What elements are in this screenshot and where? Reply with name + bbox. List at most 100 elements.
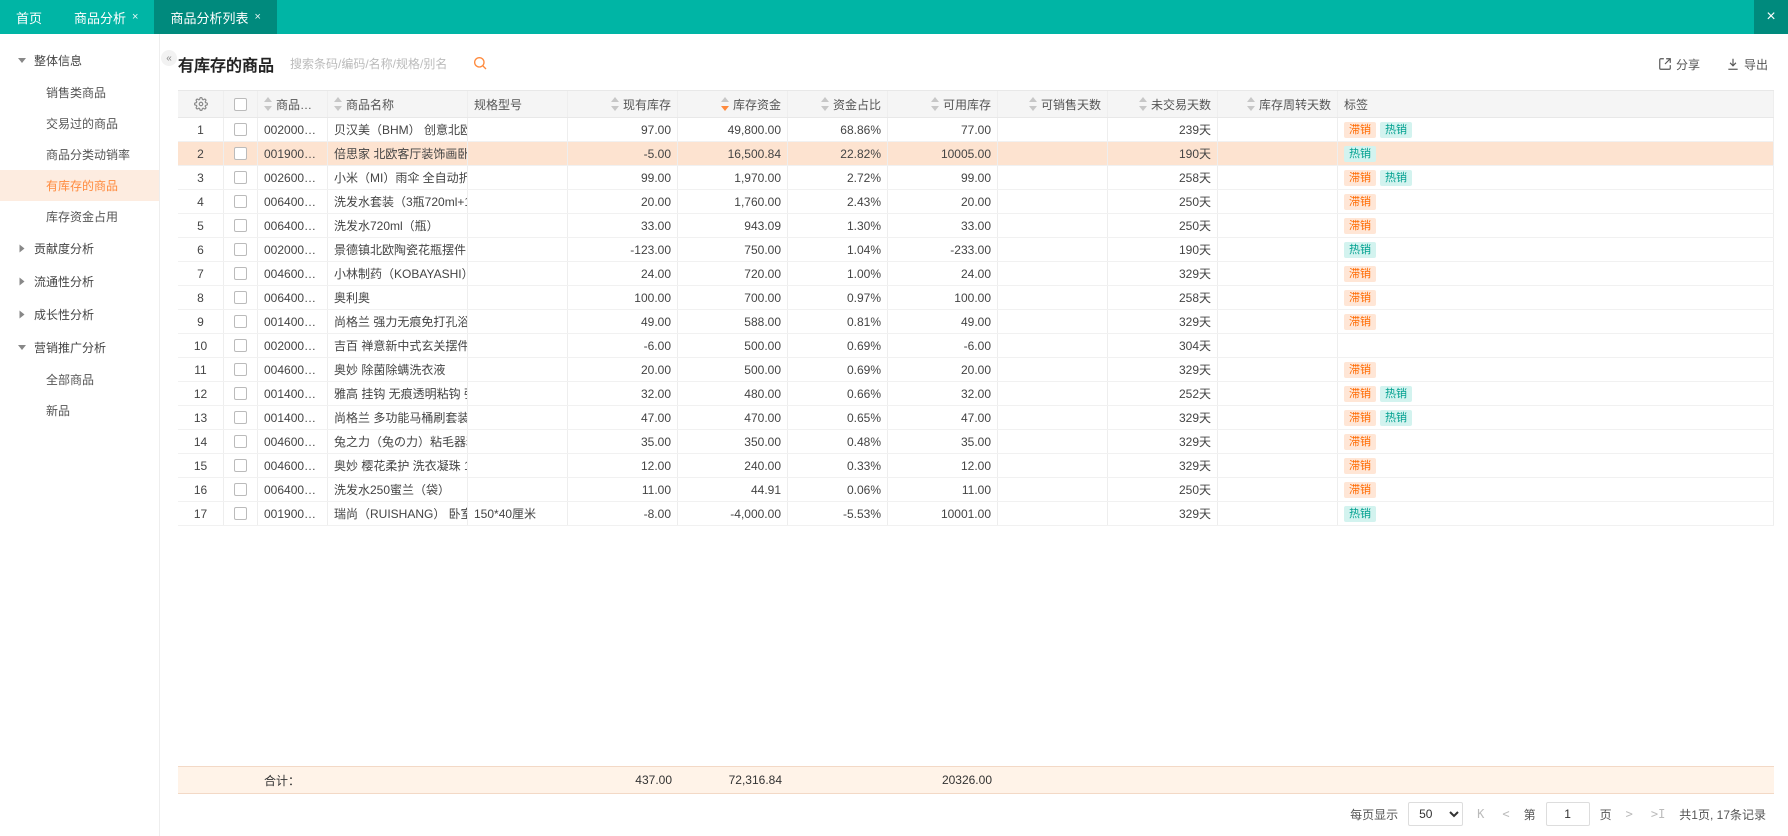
th-turn[interactable]: 库存周转天数 [1218, 91, 1338, 117]
sidebar-item[interactable]: 商品分类动销率 [0, 139, 159, 170]
row-checkbox[interactable] [234, 219, 247, 232]
close-all-tabs-button[interactable]: × [1754, 0, 1788, 34]
row-checkbox[interactable] [234, 171, 247, 184]
row-checkbox[interactable] [234, 507, 247, 520]
cell-sdays [998, 310, 1108, 333]
tag: 滞销 [1344, 266, 1376, 282]
th-fund[interactable]: 库存资金 [678, 91, 788, 117]
row-checkbox[interactable] [234, 315, 247, 328]
sidebar-group-header[interactable]: 整体信息 [0, 44, 159, 77]
table-row[interactable]: 8006400…奥利奥100.00700.000.97%100.00258天滞销 [178, 286, 1774, 310]
row-checkbox[interactable] [234, 195, 247, 208]
th-name[interactable]: 商品名称 [328, 91, 468, 117]
cell-fund: 49,800.00 [678, 118, 788, 141]
table-row[interactable]: 12001400…雅高 挂钩 无痕透明粘钩 强32.00480.000.66%3… [178, 382, 1774, 406]
sidebar-group-header[interactable]: 营销推广分析 [0, 331, 159, 364]
cell-checkbox [224, 166, 258, 189]
sidebar-item[interactable]: 有库存的商品 [0, 170, 159, 201]
th-stock[interactable]: 现有库存 [568, 91, 678, 117]
sidebar-item[interactable]: 新品 [0, 395, 159, 426]
table-row[interactable]: 13001400…尚格兰 多功能马桶刷套装 单47.00470.000.65%4… [178, 406, 1774, 430]
table-row[interactable]: 3002600…小米（MI）雨伞 全自动折叠99.001,970.002.72%… [178, 166, 1774, 190]
row-checkbox[interactable] [234, 267, 247, 280]
pager-page-input[interactable] [1546, 802, 1590, 826]
table-row[interactable]: 17001900…瑞尚（RUISHANG） 卧室装150*40厘米-8.00-4… [178, 502, 1774, 526]
row-checkbox[interactable] [234, 387, 247, 400]
cell-fund: 480.00 [678, 382, 788, 405]
pager-first-button[interactable]: K [1473, 807, 1488, 821]
close-icon[interactable]: × [254, 11, 260, 23]
row-checkbox[interactable] [234, 339, 247, 352]
table-row[interactable]: 4006400…洗发水套装（3瓶720ml+1）20.001,760.002.4… [178, 190, 1774, 214]
cell-stock: -8.00 [568, 502, 678, 525]
row-checkbox[interactable] [234, 459, 247, 472]
cell-avail: 24.00 [888, 262, 998, 285]
th-spec: 规格型号 [468, 91, 568, 117]
cell-code: 002000… [258, 238, 328, 261]
row-checkbox[interactable] [234, 363, 247, 376]
sidebar-item[interactable]: 销售类商品 [0, 77, 159, 108]
cell-pct: 0.69% [788, 334, 888, 357]
sidebar-group: 成长性分析 [0, 298, 159, 331]
per-page-select[interactable]: 102050100 [1408, 802, 1463, 826]
table-row[interactable]: 1002000…贝汉美（BHM） 创意北欧饰97.0049,800.0068.8… [178, 118, 1774, 142]
row-checkbox[interactable] [234, 243, 247, 256]
table-row[interactable]: 7004600…小林制药（KOBAYASHI）E24.00720.001.00%… [178, 262, 1774, 286]
search-input[interactable] [288, 51, 488, 77]
cell-tags: 滞销 [1338, 430, 1774, 453]
export-button[interactable]: 导出 [1720, 56, 1774, 73]
table-row[interactable]: 11004600…奥妙 除菌除螨洗衣液20.00500.000.69%20.00… [178, 358, 1774, 382]
th-ndays[interactable]: 未交易天数 [1108, 91, 1218, 117]
cell-turn [1218, 502, 1338, 525]
table-row[interactable]: 15004600…奥妙 樱花柔护 洗衣凝珠 1012.00240.000.33%… [178, 454, 1774, 478]
row-checkbox[interactable] [234, 123, 247, 136]
row-checkbox[interactable] [234, 483, 247, 496]
table-row[interactable]: 14004600…兔之力（兔の力）粘毛器粘35.00350.000.48%35.… [178, 430, 1774, 454]
pager-prev-button[interactable]: < [1498, 807, 1513, 821]
row-checkbox[interactable] [234, 411, 247, 424]
sidebar-group-header[interactable]: 贡献度分析 [0, 232, 159, 265]
cell-fund: 720.00 [678, 262, 788, 285]
table-row[interactable]: 10002000…吉百 禅意新中式玄关摆件香-6.00500.000.69%-6… [178, 334, 1774, 358]
cell-name: 瑞尚（RUISHANG） 卧室装 [328, 502, 468, 525]
share-button[interactable]: 分享 [1652, 56, 1706, 73]
cell-checkbox [224, 502, 258, 525]
search-icon[interactable] [472, 55, 488, 71]
pager-last-button[interactable]: >I [1647, 807, 1669, 821]
th-avail[interactable]: 可用库存 [888, 91, 998, 117]
share-label: 分享 [1676, 56, 1700, 73]
table-row[interactable]: 2001900…倍思家 北欧客厅装饰画卧室-5.0016,500.8422.82… [178, 142, 1774, 166]
sidebar-collapse-button[interactable]: « [161, 50, 177, 66]
sort-icon [1247, 97, 1255, 111]
sidebar-group: 流通性分析 [0, 265, 159, 298]
sidebar-group-header[interactable]: 成长性分析 [0, 298, 159, 331]
row-checkbox[interactable] [234, 147, 247, 160]
checkbox-all[interactable] [234, 98, 247, 111]
pager-next-button[interactable]: > [1622, 807, 1637, 821]
cell-pct: -5.53% [788, 502, 888, 525]
tab-0[interactable]: 首页 [0, 0, 58, 34]
th-pct[interactable]: 资金占比 [788, 91, 888, 117]
row-checkbox[interactable] [234, 435, 247, 448]
row-checkbox[interactable] [234, 291, 247, 304]
th-chk [224, 91, 258, 117]
th-code[interactable]: 商品… [258, 91, 328, 117]
sidebar-group-header[interactable]: 流通性分析 [0, 265, 159, 298]
close-icon[interactable]: × [132, 11, 138, 23]
cell-name: 尚格兰 强力无痕免打孔浴室 [328, 310, 468, 333]
sidebar-item[interactable]: 全部商品 [0, 364, 159, 395]
tab-1[interactable]: 商品分析× [58, 0, 154, 34]
table-row[interactable]: 9001400…尚格兰 强力无痕免打孔浴室49.00588.000.81%49.… [178, 310, 1774, 334]
tab-2[interactable]: 商品分析列表× [154, 0, 276, 34]
page-title: 有库存的商品 [178, 52, 274, 76]
table-row[interactable]: 5006400…洗发水720ml（瓶）33.00943.091.30%33.00… [178, 214, 1774, 238]
sidebar-item[interactable]: 库存资金占用 [0, 201, 159, 232]
sidebar-item[interactable]: 交易过的商品 [0, 108, 159, 139]
cell-checkbox [224, 478, 258, 501]
cell-turn [1218, 478, 1338, 501]
th-sdays[interactable]: 可销售天数 [998, 91, 1108, 117]
table-row[interactable]: 16006400…洗发水250蜜兰（袋）11.0044.910.06%11.00… [178, 478, 1774, 502]
gear-icon[interactable] [194, 97, 208, 111]
table-row[interactable]: 6002000…景德镇北欧陶瓷花瓶摆件 优-123.00750.001.04%-… [178, 238, 1774, 262]
cell-tags: 滞销热销 [1338, 382, 1774, 405]
